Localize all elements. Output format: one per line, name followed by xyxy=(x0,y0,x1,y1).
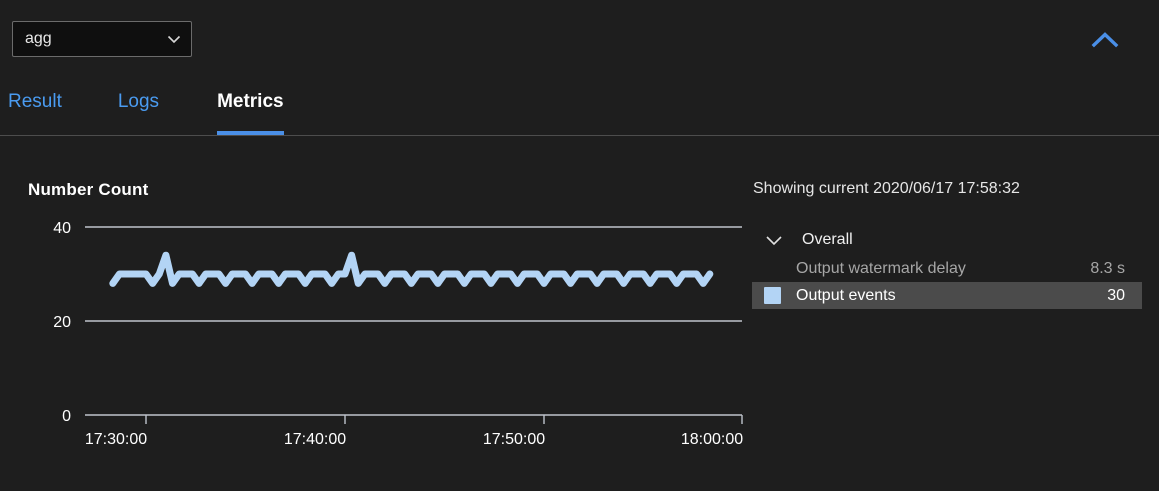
tab-logs[interactable]: Logs xyxy=(118,82,159,135)
y-axis-tick-label: 0 xyxy=(62,408,71,425)
tab-result[interactable]: Result xyxy=(8,82,62,135)
chevron-down-icon xyxy=(763,229,785,251)
chevron-down-icon xyxy=(165,30,183,48)
tab-divider xyxy=(0,135,1159,136)
legend-row-watermark-delay[interactable]: Output watermark delay 8.3 s xyxy=(752,255,1142,282)
tab-logs-label: Logs xyxy=(117,91,160,112)
tab-result-label: Result xyxy=(8,91,62,112)
legend-row-output-events[interactable]: Output events 30 xyxy=(752,282,1142,309)
legend-group-overall: Overall Output watermark delay 8.3 s Out… xyxy=(752,225,1142,309)
chart-series-output-events xyxy=(109,251,714,287)
legend-heading: Showing current 2020/06/17 17:58:32 xyxy=(753,180,1020,197)
x-axis-tick-label: 17:50:00 xyxy=(483,431,545,448)
legend-group-header[interactable]: Overall xyxy=(752,225,1142,255)
toolbar: agg xyxy=(0,0,1159,78)
legend-metric-name: Output watermark delay xyxy=(796,259,966,277)
legend-metric-value: 8.3 s xyxy=(1090,259,1125,277)
y-axis-tick-label: 20 xyxy=(53,314,71,331)
x-axis-tick-label: 18:00:00 xyxy=(681,431,743,448)
y-axis-tick-label: 40 xyxy=(53,220,71,237)
tab-metrics[interactable]: Metrics xyxy=(217,82,284,135)
legend-metric-name: Output events xyxy=(796,286,896,304)
job-select-dropdown[interactable]: agg xyxy=(12,21,192,57)
x-axis-tick-label: 17:40:00 xyxy=(284,431,346,448)
collapse-panel-button[interactable] xyxy=(1089,24,1121,56)
legend-group-name: Overall xyxy=(802,231,853,248)
x-axis-tick-label: 17:30:00 xyxy=(85,431,147,448)
job-select-value: agg xyxy=(25,31,52,47)
chevron-up-icon xyxy=(1090,30,1120,50)
tab-metrics-underline xyxy=(217,131,284,135)
legend-color-swatch xyxy=(764,260,781,277)
legend-metric-value: 30 xyxy=(1107,286,1125,304)
metrics-legend: Showing current 2020/06/17 17:58:32 Over… xyxy=(752,150,1159,491)
chart-plot[interactable]: 0 20 40 17:30:00 17:40:00 17:50:00 18:00:00 xyxy=(0,150,752,491)
tab-metrics-label: Metrics xyxy=(217,91,284,112)
metrics-chart: Number Count 0 20 40 17:30:00 17:40:00 17:50:… xyxy=(0,150,752,491)
legend-color-swatch xyxy=(764,287,781,304)
tab-bar: Result Logs Metrics xyxy=(0,82,1159,135)
chart-title: Number Count xyxy=(28,180,149,199)
